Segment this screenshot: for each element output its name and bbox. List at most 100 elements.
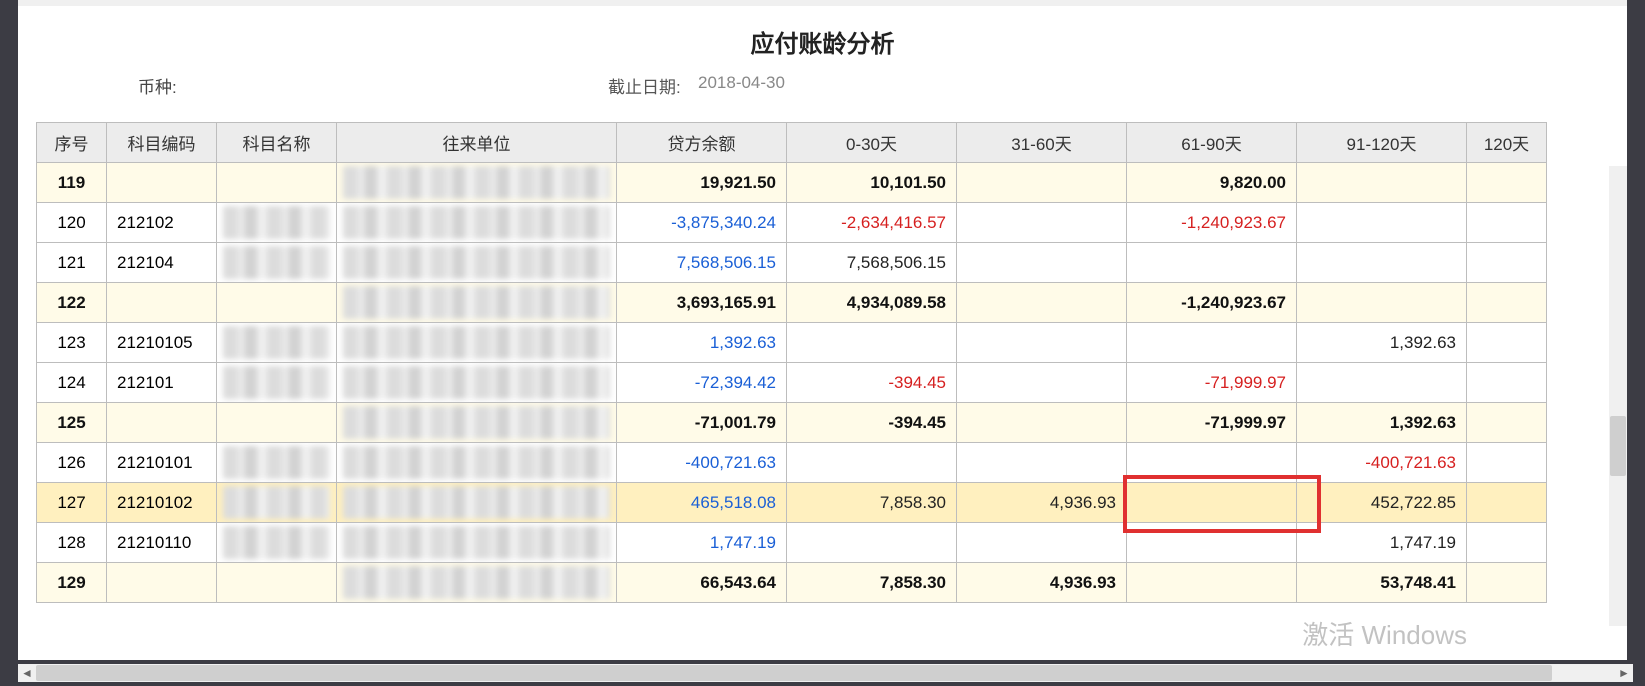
account-code-cell: [107, 163, 217, 203]
column-header[interactable]: 91-120天: [1297, 123, 1467, 163]
partner-cell: [337, 483, 617, 523]
currency-label: 币种:: [138, 73, 177, 98]
column-header[interactable]: 31-60天: [957, 123, 1127, 163]
seq-cell: 129: [37, 563, 107, 603]
table-row[interactable]: 1223,693,165.914,934,089.58-1,240,923.67: [37, 283, 1547, 323]
d31-cell: [957, 163, 1127, 203]
account-name-cell: [217, 563, 337, 603]
seq-cell: 124: [37, 363, 107, 403]
partner-cell: [337, 563, 617, 603]
d61-cell: -71,999.97: [1127, 403, 1297, 443]
table-row[interactable]: 123212101051,392.631,392.63: [37, 323, 1547, 363]
account-code-cell: 21210110: [107, 523, 217, 563]
credit-cell: 1,392.63: [617, 323, 787, 363]
horizontal-scroll-thumb[interactable]: [36, 665, 1552, 681]
column-header[interactable]: 往来单位: [337, 123, 617, 163]
column-header[interactable]: 贷方余额: [617, 123, 787, 163]
column-header[interactable]: 科目名称: [217, 123, 337, 163]
d61-cell: 9,820.00: [1127, 163, 1297, 203]
table-row[interactable]: 120212102-3,875,340.24-2,634,416.57-1,24…: [37, 203, 1547, 243]
column-header[interactable]: 0-30天: [787, 123, 957, 163]
seq-cell: 126: [37, 443, 107, 483]
d31-cell: [957, 523, 1127, 563]
credit-cell: 66,543.64: [617, 563, 787, 603]
aging-table: 序号科目编码科目名称往来单位贷方余额0-30天31-60天61-90天91-12…: [36, 122, 1547, 603]
d120plus-cell: [1467, 243, 1547, 283]
account-name-cell: [217, 203, 337, 243]
d120plus-cell: [1467, 283, 1547, 323]
horizontal-scroll-track[interactable]: [36, 664, 1615, 682]
account-name-cell: [217, 483, 337, 523]
as-of-date-label: 截止日期:: [608, 73, 681, 98]
scroll-right-arrow-icon[interactable]: ►: [1615, 664, 1633, 682]
account-code-cell: 212101: [107, 363, 217, 403]
aging-table-viewport[interactable]: 序号科目编码科目名称往来单位贷方余额0-30天31-60天61-90天91-12…: [36, 122, 1627, 638]
d91-cell: -400,721.63: [1297, 443, 1467, 483]
d120plus-cell: [1467, 323, 1547, 363]
vertical-scrollbar[interactable]: [1609, 166, 1627, 626]
d31-cell: [957, 243, 1127, 283]
account-code-cell: 212102: [107, 203, 217, 243]
column-header[interactable]: 科目编码: [107, 123, 217, 163]
d61-cell: [1127, 483, 1297, 523]
report-panel: 应付账龄分析 币种: 截止日期: 2018-04-30 序号科目编码科目名称往来…: [18, 0, 1627, 660]
table-row[interactable]: 124212101-72,394.42-394.45-71,999.97: [37, 363, 1547, 403]
horizontal-scrollbar[interactable]: ◄ ►: [18, 664, 1633, 682]
d61-cell: [1127, 323, 1297, 363]
vertical-scroll-thumb[interactable]: [1610, 416, 1626, 476]
d0-cell: -2,634,416.57: [787, 203, 957, 243]
table-row[interactable]: 12721210102465,518.087,858.304,936.93452…: [37, 483, 1547, 523]
d61-cell: [1127, 243, 1297, 283]
app-frame: 应付账龄分析 币种: 截止日期: 2018-04-30 序号科目编码科目名称往来…: [0, 0, 1645, 686]
account-name-cell: [217, 363, 337, 403]
d31-cell: [957, 323, 1127, 363]
account-name-cell: [217, 283, 337, 323]
seq-cell: 128: [37, 523, 107, 563]
d0-cell: [787, 443, 957, 483]
partner-cell: [337, 523, 617, 563]
d91-cell: [1297, 363, 1467, 403]
table-row[interactable]: 12966,543.647,858.304,936.9353,748.41: [37, 563, 1547, 603]
table-row[interactable]: 12621210101-400,721.63-400,721.63: [37, 443, 1547, 483]
d91-cell: [1297, 243, 1467, 283]
seq-cell: 125: [37, 403, 107, 443]
column-header[interactable]: 序号: [37, 123, 107, 163]
d91-cell: 1,747.19: [1297, 523, 1467, 563]
d0-cell: 7,568,506.15: [787, 243, 957, 283]
d61-cell: [1127, 523, 1297, 563]
credit-cell: 7,568,506.15: [617, 243, 787, 283]
partner-cell: [337, 363, 617, 403]
d120plus-cell: [1467, 203, 1547, 243]
column-header[interactable]: 120天: [1467, 123, 1547, 163]
d91-cell: 53,748.41: [1297, 563, 1467, 603]
table-row[interactable]: 11919,921.5010,101.509,820.00: [37, 163, 1547, 203]
table-row[interactable]: 1212121047,568,506.157,568,506.15: [37, 243, 1547, 283]
table-row[interactable]: 125-71,001.79-394.45-71,999.971,392.63: [37, 403, 1547, 443]
column-header[interactable]: 61-90天: [1127, 123, 1297, 163]
partner-cell: [337, 403, 617, 443]
d0-cell: [787, 523, 957, 563]
credit-cell: -400,721.63: [617, 443, 787, 483]
table-row[interactable]: 128212101101,747.191,747.19: [37, 523, 1547, 563]
account-name-cell: [217, 163, 337, 203]
d61-cell: -1,240,923.67: [1127, 203, 1297, 243]
seq-cell: 120: [37, 203, 107, 243]
d0-cell: [787, 323, 957, 363]
d61-cell: -71,999.97: [1127, 363, 1297, 403]
d0-cell: 7,858.30: [787, 483, 957, 523]
credit-cell: 465,518.08: [617, 483, 787, 523]
scroll-left-arrow-icon[interactable]: ◄: [18, 664, 36, 682]
credit-cell: -71,001.79: [617, 403, 787, 443]
d31-cell: [957, 283, 1127, 323]
seq-cell: 119: [37, 163, 107, 203]
d91-cell: 1,392.63: [1297, 323, 1467, 363]
d31-cell: 4,936.93: [957, 563, 1127, 603]
account-name-cell: [217, 443, 337, 483]
d61-cell: -1,240,923.67: [1127, 283, 1297, 323]
d61-cell: [1127, 563, 1297, 603]
seq-cell: 123: [37, 323, 107, 363]
partner-cell: [337, 323, 617, 363]
account-name-cell: [217, 323, 337, 363]
account-name-cell: [217, 243, 337, 283]
d120plus-cell: [1467, 363, 1547, 403]
